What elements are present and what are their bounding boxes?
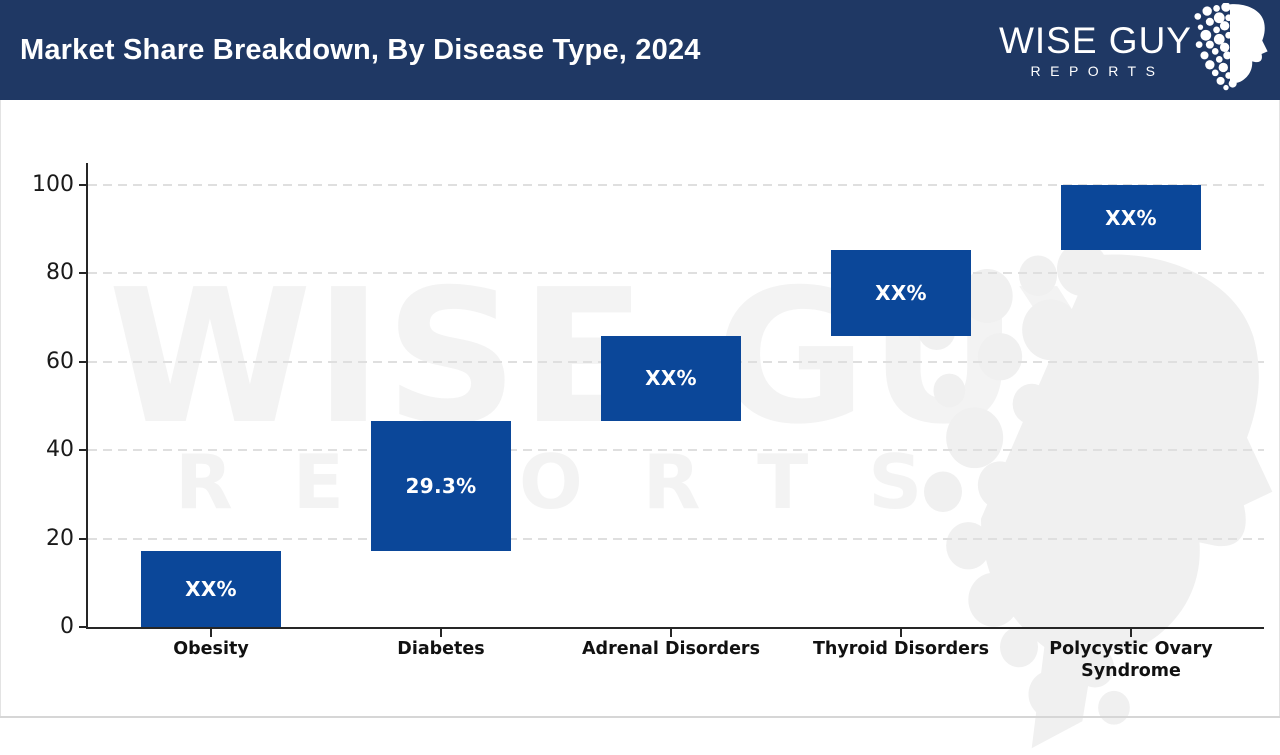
y-tick-40 [79,449,88,452]
y-tick-0 [79,626,88,628]
wiseguy-face-watermark-icon [917,242,1273,749]
wiseguy-logo-text: WISE GUY REPORTS [999,22,1192,79]
x-axis-line [86,627,1264,629]
category-label: Diabetes [397,639,485,659]
category-label: Obesity [173,639,249,659]
gridline-20 [88,537,1264,540]
bar-value-label: XX% [875,281,927,306]
header: Market Share Breakdown, By Disease Type,… [0,0,1280,100]
wiseguy-face-icon [1194,3,1268,91]
chart-area: WISE GUY REPORTS 0 20 40 60 80 100 XX% Obesity 2… [0,100,1280,749]
bar-value-label: XX% [1105,205,1157,230]
bar-obesity: XX% [141,550,281,627]
bar-adrenal-disorders: XX% [601,335,741,422]
y-tick-label-80: 80 [46,260,74,286]
y-tick-20 [79,537,88,540]
bar-value-label: XX% [185,576,237,601]
y-tick-label-0: 0 [60,614,74,639]
frame-bottom-border [0,716,1280,718]
y-tick-100 [79,184,88,186]
y-tick-label-20: 20 [46,525,74,551]
x-tick-0 [210,629,212,637]
x-tick-3 [900,629,902,637]
y-tick-label-40: 40 [46,437,74,463]
x-tick-1 [440,629,442,637]
y-tick-label-60: 60 [46,348,74,374]
bar-value-label: 29.3% [405,473,477,498]
watermark-subtitle: REPORTS [175,438,983,526]
x-tick-4 [1130,629,1132,637]
category-label: Polycystic Ovary Syndrome [1049,639,1213,681]
page-title: Market Share Breakdown, By Disease Type,… [20,33,701,66]
y-tick-60 [79,360,88,363]
bar-value-label: XX% [645,366,697,391]
x-tick-2 [670,629,672,637]
category-label: Adrenal Disorders [582,639,760,659]
bar-thyroid-disorders: XX% [831,250,971,336]
category-label: Thyroid Disorders [812,639,990,659]
y-axis-line [86,163,88,629]
y-tick-80 [79,272,88,275]
logo-subtitle: REPORTS [1030,62,1165,79]
gridline-40 [88,449,1264,452]
frame-left-border [0,100,1,716]
gridline-100 [88,184,1264,186]
wiseguy-logo: WISE GUY REPORTS [999,3,1280,97]
logo-wordmark: WISE GUY [998,19,1192,61]
y-tick-label-100: 100 [32,172,74,197]
bar-polycystic-ovary-syndrome: XX% [1061,185,1201,251]
bar-diabetes: 29.3% [371,421,511,551]
gridline-80 [88,272,1264,275]
